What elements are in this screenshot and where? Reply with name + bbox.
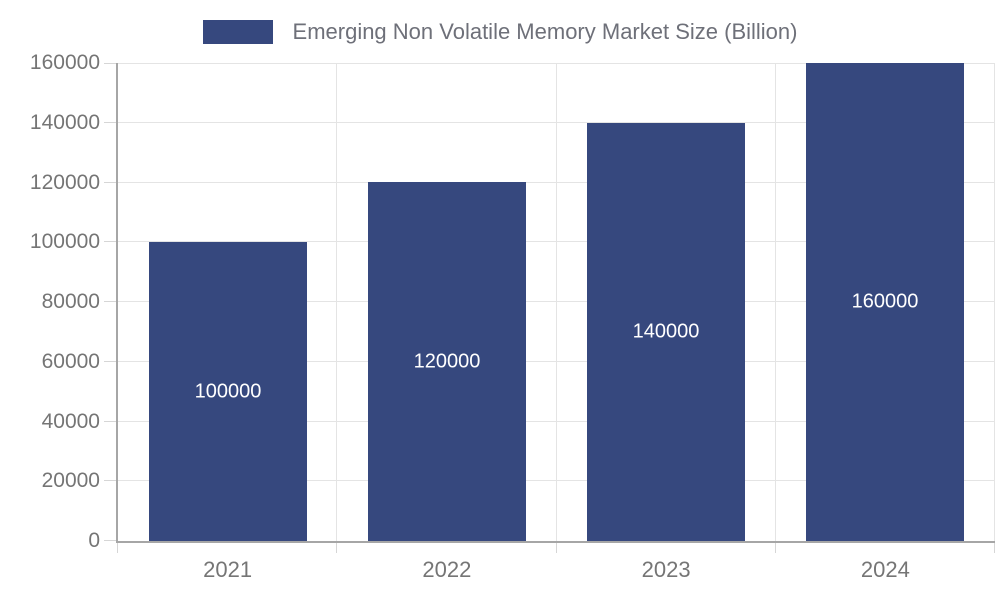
x-tick-label: 2023	[641, 557, 691, 582]
bar: 140000	[587, 123, 745, 541]
gridline-vertical	[775, 63, 776, 541]
y-tick-label: 140000	[29, 110, 100, 134]
y-tick-label: 40000	[41, 409, 100, 433]
y-tick-label: 160000	[29, 51, 100, 74]
chart-legend[interactable]: Emerging Non Volatile Memory Market Size…	[0, 19, 1000, 45]
x-axis-line	[116, 541, 995, 543]
bar-value-label: 160000	[851, 290, 919, 313]
x-axis-tick	[336, 543, 337, 553]
y-tick-label: 120000	[29, 170, 100, 194]
y-axis-tick	[104, 360, 116, 362]
bar: 120000	[368, 182, 526, 541]
x-tick-label: 2022	[422, 557, 472, 582]
legend-label: Emerging Non Volatile Memory Market Size…	[292, 19, 798, 44]
bar: 160000	[806, 63, 964, 541]
x-axis-tick	[556, 543, 557, 553]
x-tick-label: 2021	[203, 557, 253, 582]
y-tick-label: 60000	[41, 349, 100, 373]
y-tick-label: 20000	[41, 469, 100, 493]
y-tick-label: 80000	[41, 290, 100, 313]
y-axis-tick	[104, 420, 116, 422]
y-axis-tick	[104, 480, 116, 482]
x-axis-tick	[775, 543, 776, 553]
y-axis-tick	[104, 540, 116, 541]
gridline-vertical	[556, 63, 557, 541]
x-axis-tick	[117, 543, 118, 553]
y-axis-line	[116, 63, 118, 543]
gridline-vertical	[994, 63, 995, 541]
y-tick-label: 100000	[29, 230, 100, 254]
bar-value-label: 140000	[632, 320, 700, 343]
x-tick-label: 2024	[860, 557, 910, 582]
legend-swatch[interactable]	[202, 20, 273, 44]
y-axis-tick	[104, 241, 116, 243]
y-axis-tick	[104, 121, 116, 123]
x-axis-tick	[994, 543, 995, 553]
bar-value-label: 120000	[413, 350, 481, 372]
y-tick-label: 0	[88, 529, 100, 552]
y-axis-tick	[104, 63, 116, 64]
gridline-vertical	[336, 63, 337, 541]
bar-value-label: 100000	[194, 380, 262, 402]
y-axis-tick	[104, 181, 116, 183]
y-axis-tick	[104, 301, 116, 302]
bar: 100000	[149, 242, 307, 541]
plot-area: 0 20000 40000 60000 80000 100000 120000 140000 1…	[30, 51, 995, 582]
